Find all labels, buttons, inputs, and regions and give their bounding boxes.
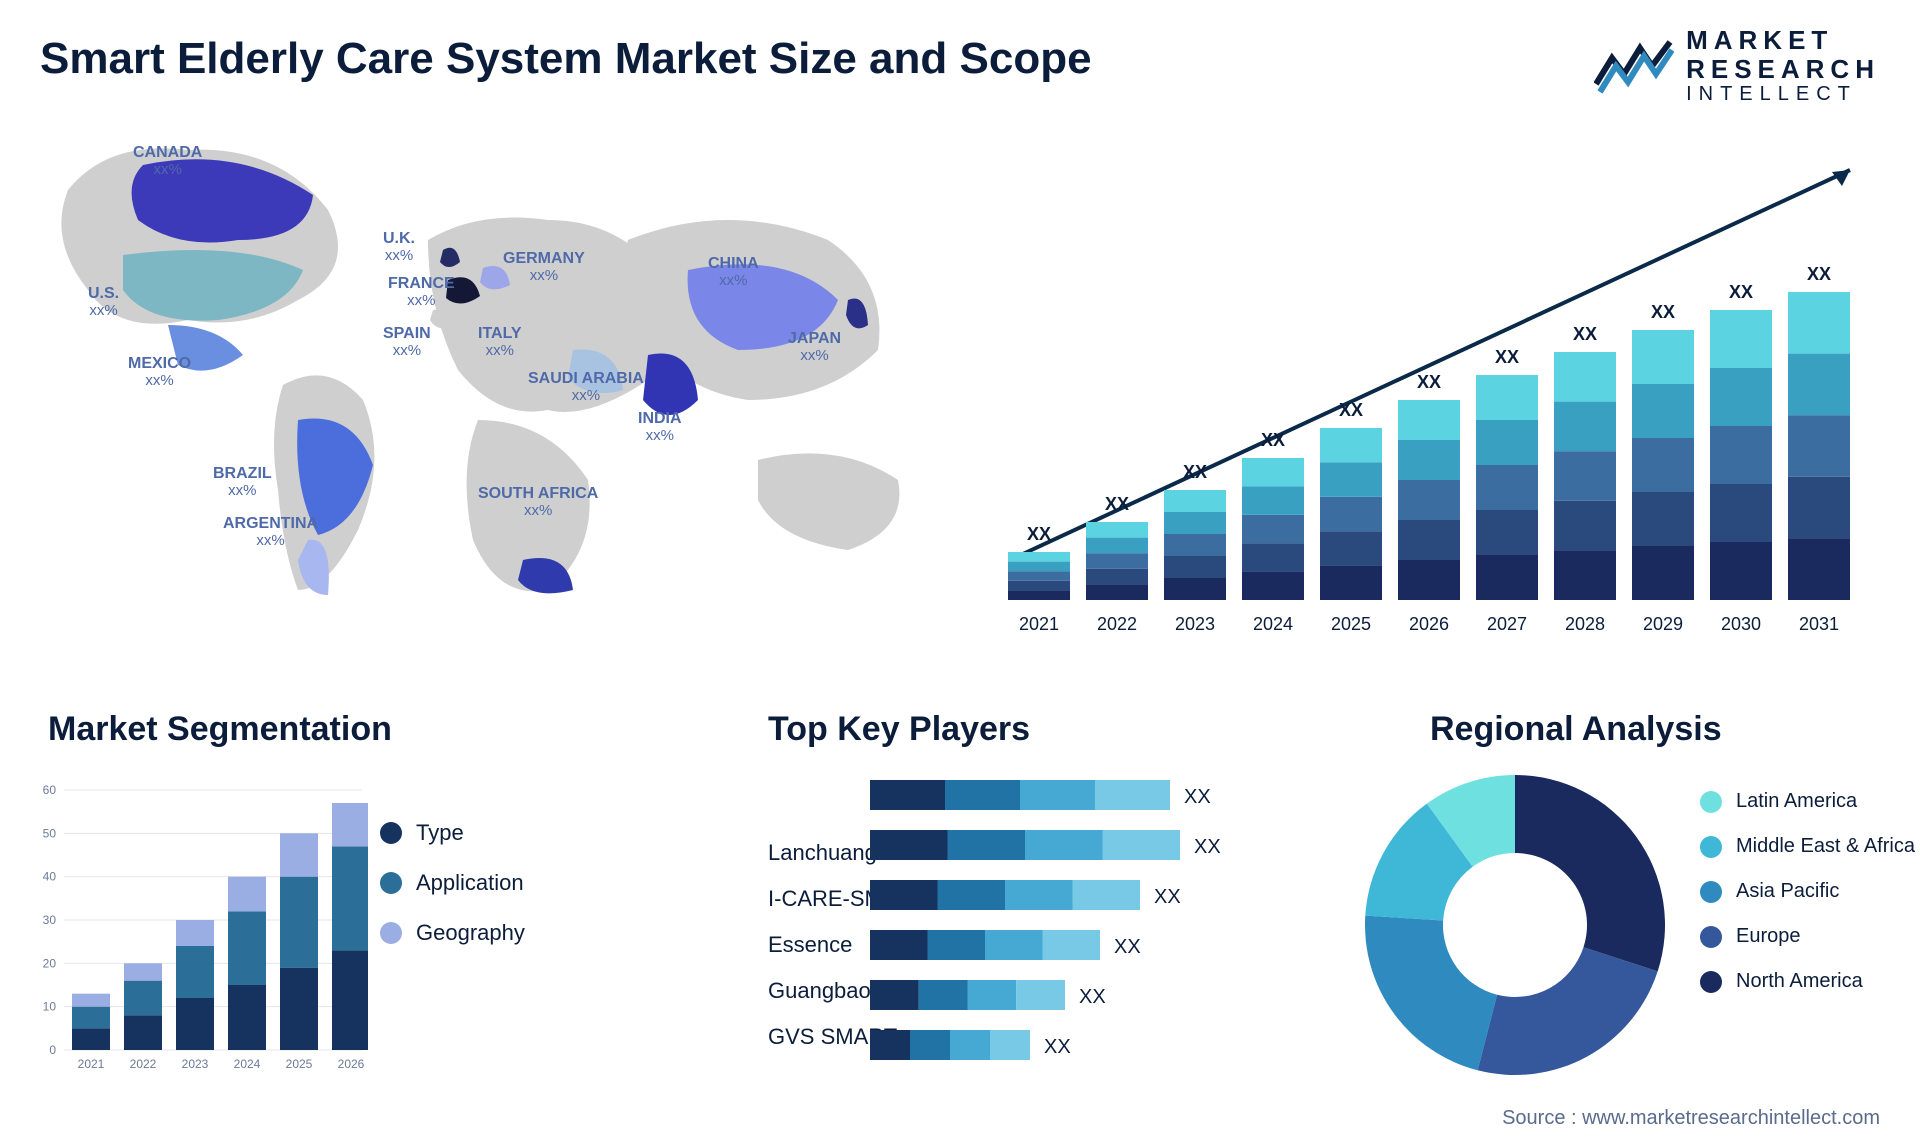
svg-text:2027: 2027: [1487, 614, 1527, 634]
svg-text:2025: 2025: [1331, 614, 1371, 634]
map-label-india: INDIAxx%: [638, 410, 682, 444]
svg-text:XX: XX: [1194, 836, 1221, 858]
growth-bar-svg: XX 2021 XX 2022 XX 2023 XX 2024 XX 2025 XX 2026 XX 20…: [990, 130, 1880, 650]
svg-text:2026: 2026: [1409, 614, 1449, 634]
svg-text:20: 20: [43, 956, 57, 970]
regional-legend-item: North America: [1700, 970, 1915, 993]
legend-label: Middle East & Africa: [1736, 835, 1915, 858]
svg-text:60: 60: [43, 783, 57, 797]
svg-text:10: 10: [43, 1000, 57, 1014]
segmentation-chart: 0 10 20 30 40 50 60 2021 2022 2023 2024 2025 2026: [28, 760, 368, 1080]
svg-text:40: 40: [43, 870, 57, 884]
segmentation-legend: Type Application Geography: [380, 820, 525, 970]
regional-legend-item: Latin America: [1700, 790, 1915, 813]
svg-text:XX: XX: [1183, 462, 1207, 482]
regional-donut: [1360, 770, 1670, 1080]
regional-title: Regional Analysis: [1430, 710, 1722, 749]
legend-label: Type: [416, 820, 464, 846]
players-chart: XX XX XX XX XX XX: [870, 770, 1290, 1080]
legend-label: Europe: [1736, 925, 1801, 948]
map-label-canada: CANADAxx%: [133, 144, 202, 178]
legend-dot: [1700, 791, 1722, 813]
svg-text:XX: XX: [1495, 347, 1519, 367]
svg-text:XX: XX: [1154, 886, 1181, 908]
legend-dot: [380, 822, 402, 844]
map-label-germany: GERMANYxx%: [503, 250, 585, 284]
svg-text:2022: 2022: [1097, 614, 1137, 634]
svg-text:50: 50: [43, 826, 57, 840]
svg-text:XX: XX: [1114, 936, 1141, 958]
map-label-u-s-: U.S.xx%: [88, 285, 119, 319]
source-text: Source : www.marketresearchintellect.com: [1502, 1107, 1880, 1130]
regional-legend-item: Asia Pacific: [1700, 880, 1915, 903]
logo-line3: INTELLECT: [1686, 83, 1880, 105]
world-map-svg: [28, 120, 948, 660]
svg-text:2029: 2029: [1643, 614, 1683, 634]
svg-text:2030: 2030: [1721, 614, 1761, 634]
legend-dot: [380, 872, 402, 894]
svg-text:2023: 2023: [1175, 614, 1215, 634]
svg-text:XX: XX: [1417, 372, 1441, 392]
map-label-spain: SPAINxx%: [383, 325, 431, 359]
svg-text:2021: 2021: [1019, 614, 1059, 634]
svg-text:2025: 2025: [286, 1057, 313, 1071]
logo-line2: RESEARCH: [1686, 55, 1880, 84]
legend-dot: [1700, 971, 1722, 993]
map-label-brazil: BRAZILxx%: [213, 465, 272, 499]
regional-legend: Latin America Middle East & Africa Asia Pa…: [1700, 790, 1915, 1015]
svg-text:XX: XX: [1079, 986, 1106, 1008]
logo-icon: [1594, 36, 1674, 96]
svg-text:2028: 2028: [1565, 614, 1605, 634]
legend-label: North America: [1736, 970, 1863, 993]
legend-label: Geography: [416, 920, 525, 946]
svg-text:XX: XX: [1044, 1036, 1071, 1058]
map-label-italy: ITALYxx%: [478, 325, 522, 359]
svg-text:30: 30: [43, 913, 57, 927]
svg-text:XX: XX: [1261, 430, 1285, 450]
svg-text:XX: XX: [1807, 264, 1831, 284]
svg-text:XX: XX: [1184, 786, 1211, 808]
brand-logo: MARKET RESEARCH INTELLECT: [1594, 26, 1880, 105]
legend-dot: [1700, 926, 1722, 948]
segmentation-legend-item: Application: [380, 870, 525, 896]
segmentation-legend-item: Type: [380, 820, 525, 846]
svg-text:XX: XX: [1573, 324, 1597, 344]
svg-text:2023: 2023: [182, 1057, 209, 1071]
svg-text:XX: XX: [1027, 524, 1051, 544]
legend-dot: [1700, 836, 1722, 858]
players-title: Top Key Players: [768, 710, 1030, 749]
svg-text:2024: 2024: [1253, 614, 1293, 634]
map-label-mexico: MEXICOxx%: [128, 355, 191, 389]
legend-dot: [1700, 881, 1722, 903]
svg-text:2031: 2031: [1799, 614, 1839, 634]
svg-text:XX: XX: [1651, 302, 1675, 322]
map-label-u-k-: U.K.xx%: [383, 230, 415, 264]
map-label-france: FRANCExx%: [388, 275, 455, 309]
map-label-japan: JAPANxx%: [788, 330, 841, 364]
segmentation-title: Market Segmentation: [48, 710, 392, 749]
map-label-saudi-arabia: SAUDI ARABIAxx%: [528, 370, 644, 404]
page-title: Smart Elderly Care System Market Size an…: [40, 34, 1092, 84]
svg-text:2026: 2026: [338, 1057, 365, 1071]
regional-legend-item: Middle East & Africa: [1700, 835, 1915, 858]
world-map: CANADAxx% U.S.xx% MEXICOxx% BRAZILxx% ARGENT…: [28, 120, 948, 660]
map-label-south-africa: SOUTH AFRICAxx%: [478, 485, 598, 519]
svg-text:XX: XX: [1729, 282, 1753, 302]
svg-text:2021: 2021: [78, 1057, 105, 1071]
legend-label: Application: [416, 870, 524, 896]
svg-text:0: 0: [49, 1043, 56, 1057]
logo-line1: MARKET: [1686, 26, 1880, 55]
map-label-china: CHINAxx%: [708, 255, 759, 289]
svg-text:XX: XX: [1105, 494, 1129, 514]
legend-label: Latin America: [1736, 790, 1857, 813]
svg-text:XX: XX: [1339, 400, 1363, 420]
legend-dot: [380, 922, 402, 944]
svg-text:2024: 2024: [234, 1057, 261, 1071]
growth-bar-chart: XX 2021 XX 2022 XX 2023 XX 2024 XX 2025 XX 2026 XX 20…: [990, 130, 1880, 650]
regional-legend-item: Europe: [1700, 925, 1915, 948]
svg-text:2022: 2022: [130, 1057, 157, 1071]
legend-label: Asia Pacific: [1736, 880, 1839, 903]
segmentation-legend-item: Geography: [380, 920, 525, 946]
map-label-argentina: ARGENTINAxx%: [223, 515, 318, 549]
